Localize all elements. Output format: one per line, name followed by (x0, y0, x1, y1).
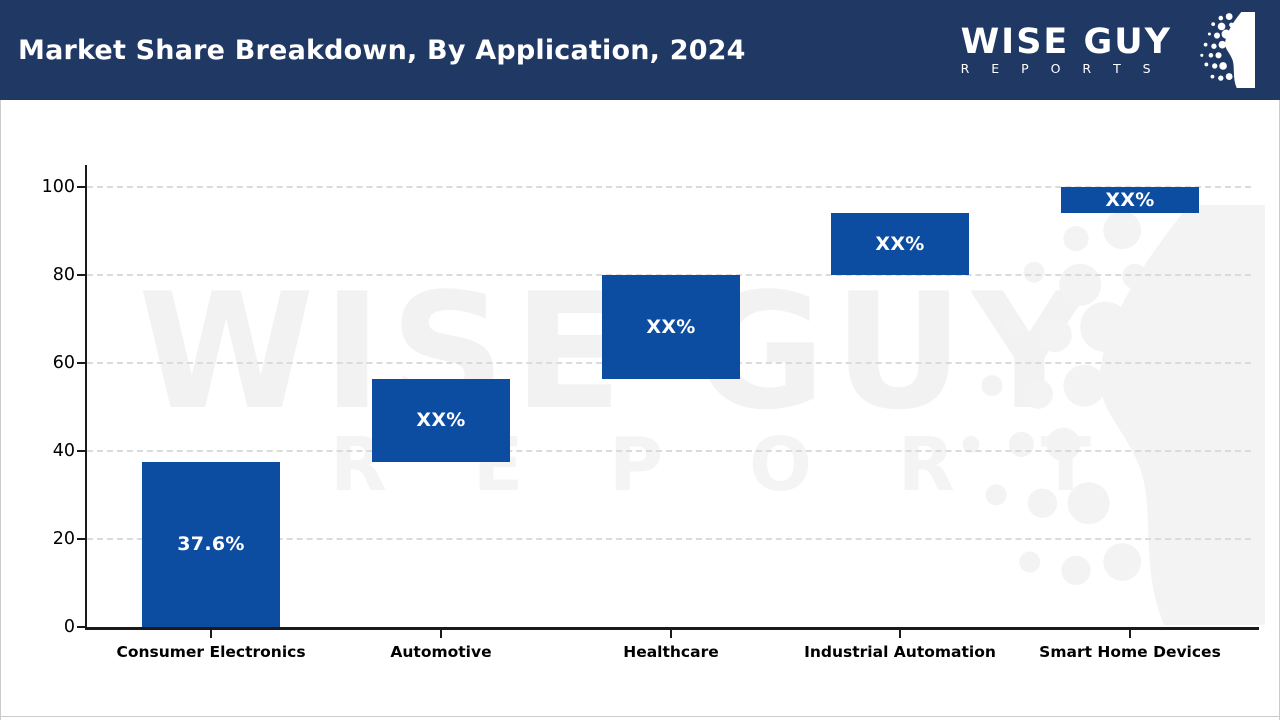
wise-guy-reports-logo: WISE GUY R E P O R T S (961, 12, 1258, 88)
x-axis-category-label: Healthcare (623, 643, 719, 661)
gridline (87, 186, 1251, 188)
bar-value-label: XX% (646, 316, 696, 339)
y-axis-tick (77, 186, 85, 188)
bar-value-label: XX% (1105, 189, 1155, 212)
x-axis-category-label: Smart Home Devices (1039, 643, 1221, 661)
y-axis-tick-label: 80 (52, 265, 75, 285)
y-axis-tick (77, 626, 85, 628)
gridline (87, 274, 1251, 276)
bar-value-label: 37.6% (177, 533, 245, 556)
y-axis-tick (77, 274, 85, 276)
bar-value-label: XX% (416, 409, 466, 432)
x-axis-category-label: Automotive (390, 643, 492, 661)
bar-value-label: XX% (875, 233, 925, 256)
y-axis-tick (77, 538, 85, 540)
waterfall-bar-3: XX% (602, 275, 740, 379)
x-axis-tick (1129, 630, 1131, 638)
x-axis-tick (440, 630, 442, 638)
watermark-head-graphic (962, 205, 1265, 625)
header-bar: Market Share Breakdown, By Application, … (0, 0, 1280, 100)
plot-area: 0 20 40 60 80 100 37.6% XX% XX% XX% XX% (42, 165, 1259, 638)
logo-subtitle: R E P O R T S (960, 60, 1160, 76)
logo-text: WISE GUY R E P O R T S (960, 21, 1172, 76)
y-axis-tick-label: 40 (52, 441, 75, 461)
dotted-head-icon (1200, 12, 1255, 88)
y-axis-tick (77, 362, 85, 364)
waterfall-bar-2: XX% (372, 378, 510, 462)
y-axis-tick-label: 60 (52, 353, 75, 373)
y-axis-tick (77, 450, 85, 452)
logo-wordmark: WISE GUY (960, 21, 1172, 62)
gridline (87, 538, 1251, 540)
x-axis-category-label: Consumer Electronics (116, 643, 306, 661)
gridline (87, 450, 1251, 452)
y-axis-tick-label: 20 (52, 529, 75, 549)
waterfall-bar-4: XX% (831, 213, 969, 276)
page-border-left (0, 100, 1, 720)
page-title: Market Share Breakdown, By Application, … (18, 34, 746, 66)
y-axis-tick-label: 100 (41, 177, 75, 197)
x-axis-category-label: Industrial Automation (804, 643, 996, 661)
page-border-bottom (0, 716, 1280, 717)
waterfall-bar-1: 37.6% (142, 461, 280, 627)
y-axis-tick-label: 0 (63, 617, 75, 637)
x-axis-tick (899, 630, 901, 638)
x-axis-tick (210, 630, 212, 638)
x-axis-tick (670, 630, 672, 638)
waterfall-bar-5: XX% (1061, 187, 1199, 214)
